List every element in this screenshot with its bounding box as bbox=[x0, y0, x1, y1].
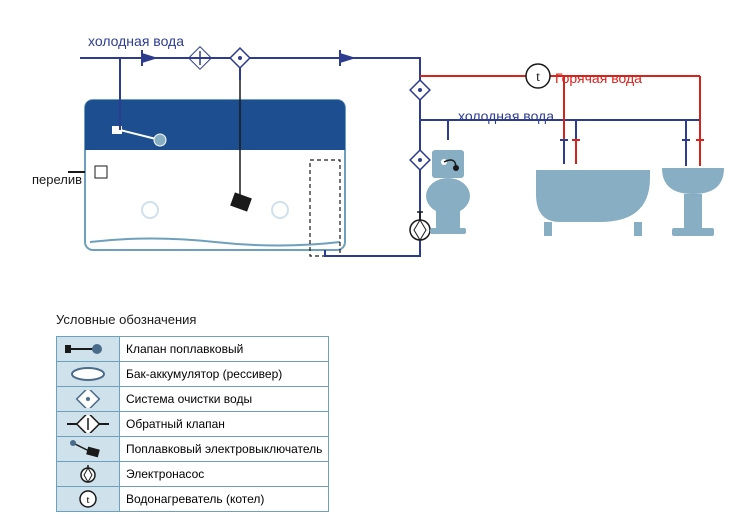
overflow-label: перелив bbox=[32, 172, 82, 187]
bathtub-fixture bbox=[536, 140, 650, 236]
svg-text:t: t bbox=[536, 70, 540, 85]
heater-legend-icon: t bbox=[57, 487, 120, 512]
hot-water-label: Горячая вода bbox=[555, 70, 642, 86]
legend-row: Поплавковый электровыключатель bbox=[57, 437, 329, 462]
float-switch-legend-icon bbox=[57, 437, 120, 462]
legend-row: Система очистки воды bbox=[57, 387, 329, 412]
legend-label: Обратный клапан bbox=[120, 412, 329, 437]
legend-row: Обратный клапан bbox=[57, 412, 329, 437]
pump-legend-icon bbox=[57, 462, 120, 487]
sink-fixture bbox=[662, 140, 724, 236]
storage-tank bbox=[68, 80, 345, 250]
legend-label: Клапан поплавковый bbox=[120, 337, 329, 362]
receiver-legend-icon bbox=[57, 362, 120, 387]
cold-water-lower-label: холодная вода bbox=[458, 108, 554, 124]
cold-water-top-label: холодная вода bbox=[88, 33, 184, 49]
legend-label: Электронасос bbox=[120, 462, 329, 487]
legend-table: Клапан поплавковыйБак-аккумулятор (ресси… bbox=[56, 336, 329, 512]
legend-row: t Водонагреватель (котел) bbox=[57, 487, 329, 512]
svg-text:t: t bbox=[86, 494, 89, 506]
legend-label: Поплавковый электровыключатель bbox=[120, 437, 329, 462]
legend-row: Клапан поплавковый bbox=[57, 337, 329, 362]
float-valve-legend-icon bbox=[57, 337, 120, 362]
legend-title: Условные обозначения bbox=[56, 312, 196, 327]
check-valve-legend-icon bbox=[57, 412, 120, 437]
legend-label: Водонагреватель (котел) bbox=[120, 487, 329, 512]
legend-row: Бак-аккумулятор (рессивер) bbox=[57, 362, 329, 387]
check-valve-icon bbox=[186, 47, 214, 70]
legend-label: Система очистки воды bbox=[120, 387, 329, 412]
pump-icon bbox=[410, 212, 430, 240]
heater-icon: t bbox=[526, 64, 550, 88]
filter-legend-icon bbox=[57, 387, 120, 412]
toilet-fixture bbox=[426, 150, 470, 234]
legend-row: Электронасос bbox=[57, 462, 329, 487]
legend-label: Бак-аккумулятор (рессивер) bbox=[120, 362, 329, 387]
